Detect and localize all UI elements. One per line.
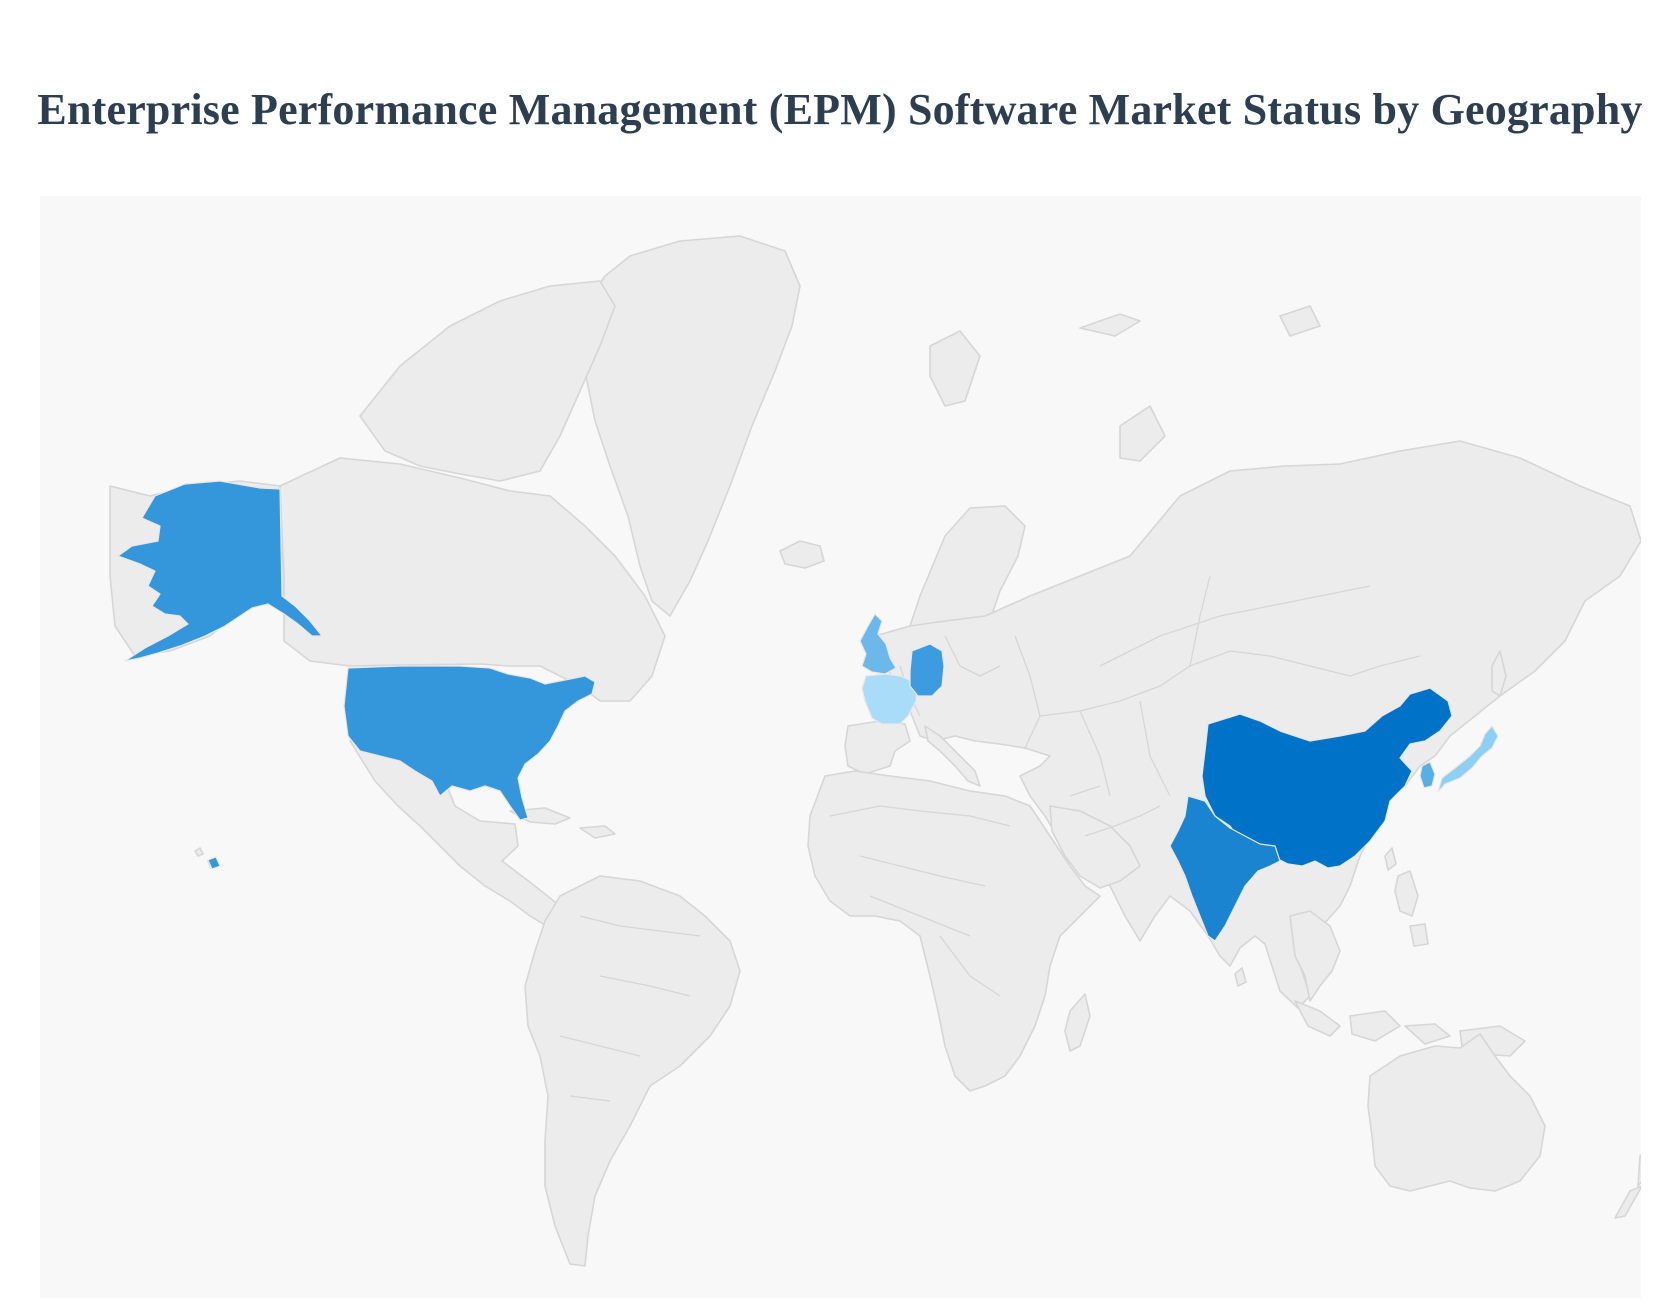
region-germany[interactable] [909,643,945,697]
iberia[interactable] [844,720,911,775]
svalbard[interactable] [929,330,981,407]
new-zealand[interactable] [1614,1146,1641,1219]
southeast-asia[interactable] [1289,910,1341,1002]
region-united-kingdom[interactable] [859,613,897,675]
sri-lanka[interactable] [1234,967,1247,987]
australia[interactable] [1367,1033,1546,1192]
south-america[interactable] [524,875,741,1267]
region-united-states-alaska[interactable] [117,480,323,662]
africa[interactable] [807,770,1101,1092]
region-united-states-hawaii[interactable] [207,856,221,870]
indonesia[interactable] [1294,1000,1526,1057]
world-map[interactable] [40,196,1641,1298]
philippines[interactable] [1394,870,1429,947]
iceland[interactable] [779,540,825,569]
madagascar[interactable] [1064,993,1091,1052]
arctic-russian-islands[interactable] [1079,305,1321,462]
page-title: Enterprise Performance Management (EPM) … [37,85,1643,134]
canadian-arctic-islands[interactable] [359,280,616,482]
highlighted-countries [117,480,1499,942]
region-france[interactable] [861,673,919,725]
italy[interactable] [924,725,981,787]
region-united-states[interactable] [343,665,596,821]
world-map-svg [109,235,1641,1267]
caribbean[interactable] [509,807,616,839]
region-india[interactable] [1169,795,1281,942]
taiwan[interactable] [1384,847,1397,871]
land-layer [109,235,1641,1267]
region-japan[interactable] [1437,725,1499,793]
sakhalin[interactable] [1491,650,1507,697]
region-south-korea[interactable] [1419,761,1436,789]
arabian-peninsula[interactable] [1049,805,1141,889]
country-borders [559,575,1421,1102]
canada[interactable] [279,457,666,702]
